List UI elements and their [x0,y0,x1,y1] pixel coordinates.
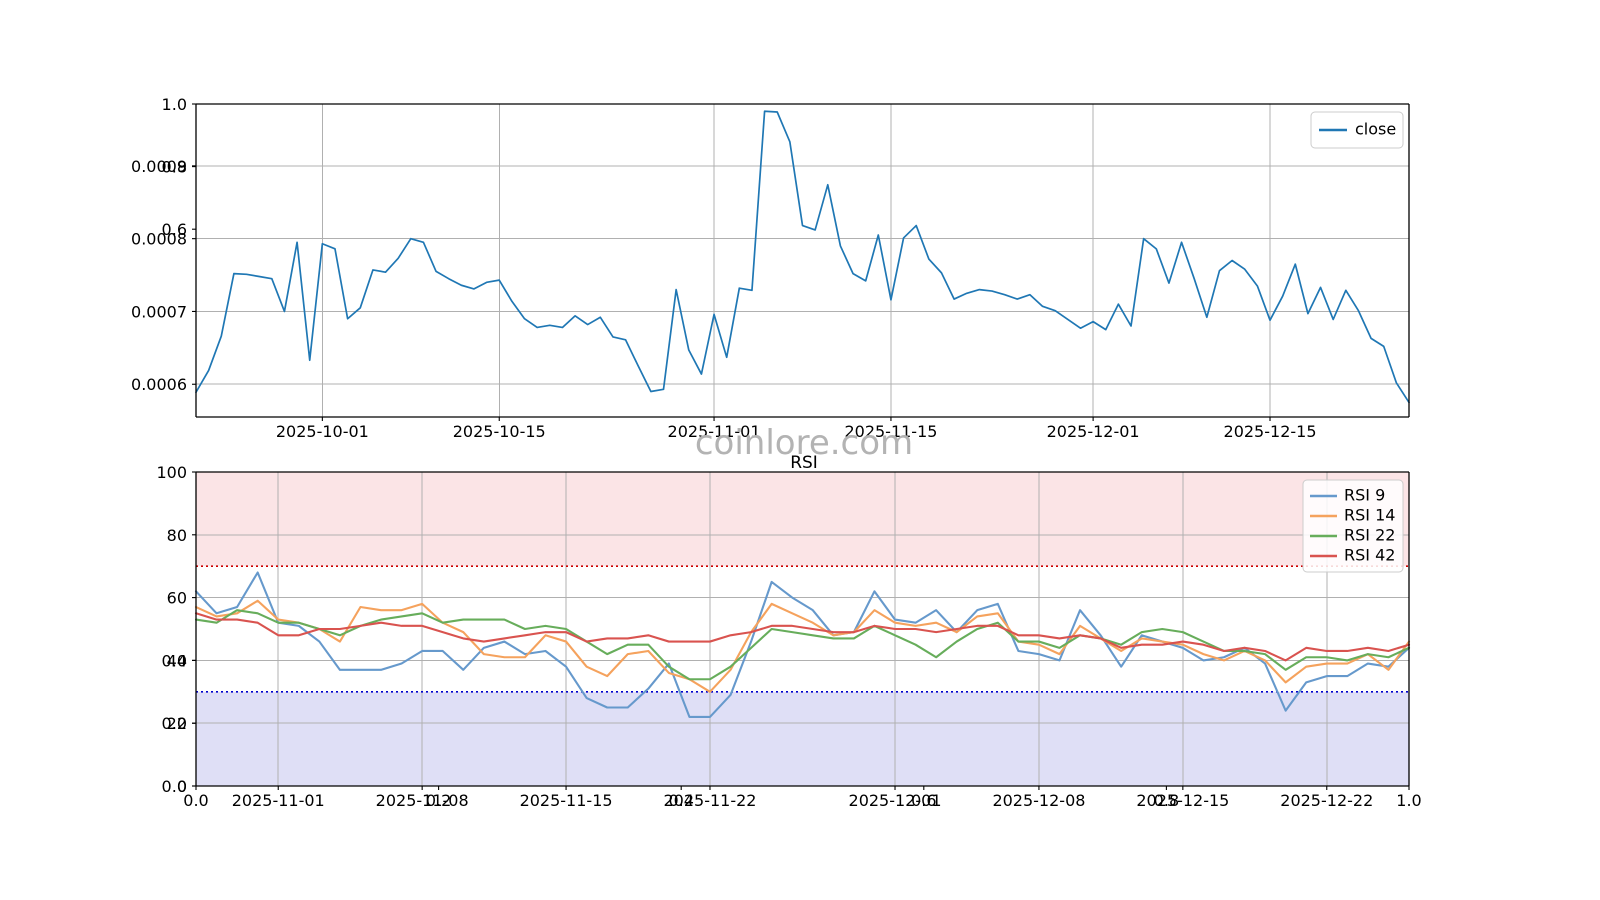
price-legend-label-0: close [1355,120,1396,139]
rsi-y-tick-2: 40 [167,651,187,670]
rsi-y-tick-3: 60 [167,589,187,608]
rsi-x-sec-tick-0: 0.0 [183,791,208,810]
price-x-tick-3: 2025-11-15 [844,422,937,441]
rsi-y-sec-tick-0: 0.0 [162,777,187,796]
rsi-threshold-lines [196,565,1409,693]
price-series-group [195,110,1410,404]
price-axes [195,103,1410,418]
rsi-x-sec-tick-1: 0.2 [426,791,451,810]
rsi-x-sec-tick-2: 0.4 [668,791,693,810]
price-y-tick-0: 0.0006 [131,375,187,394]
rsi-y-axis-primary-ticks: 0 20 40 60 80 100 [156,463,196,796]
price-x-tick-5: 2025-12-15 [1224,422,1317,441]
rsi-x-sec-tick-3: 0.6 [911,791,936,810]
rsi-line-rsi-14 [194,599,1411,693]
rsi-legend-label-3: RSI 42 [1344,546,1395,565]
rsi-axes [195,471,1410,787]
price-gridlines [196,104,1409,417]
rsi-y-axis-secondary-ticks: 0.0 0.2 0.4 [162,651,196,796]
price-y-axis-secondary-ticks: 0.6 0.8 1.0 [162,95,196,239]
watermark-text: coinlore.com [695,423,913,463]
price-x-tick-0: 2025-10-01 [276,422,369,441]
rsi-y-tick-1: 20 [167,714,187,733]
price-y-axis-primary-ticks: 0.0006 0.0007 0.0008 0.0009 [131,157,196,394]
price-y-tick-2: 0.0008 [131,230,187,249]
rsi-x-axis-ticks: 2025-11-01 2025-11-08 2025-11-15 2025-11-22… [232,786,1373,810]
price-legend[interactable]: close [1310,111,1404,149]
rsi-title: RSI [790,453,818,473]
price-chart-panel: 0.0006 0.0007 0.0008 0.0009 0.6 0.8 1.0 2025-… [131,95,1410,441]
rsi-line-rsi-42 [194,612,1411,662]
rsi-legend-label-0: RSI 9 [1344,486,1385,505]
rsi-threshold-bands [196,472,1409,786]
rsi-y-tick-0: 0 [177,777,187,796]
rsi-legend-label-2: RSI 22 [1344,526,1395,545]
rsi-line-rsi-9 [194,571,1411,718]
price-x-tick-4: 2025-12-01 [1047,422,1140,441]
rsi-y-sec-tick-2: 0.4 [162,651,187,670]
rsi-x-tick-3: 2025-11-22 [663,791,756,810]
rsi-legend-label-1: RSI 14 [1344,506,1395,525]
price-y-tick-3: 0.0009 [131,157,187,176]
rsi-x-tick-0: 2025-11-01 [232,791,325,810]
price-y-sec-tick-2: 1.0 [162,95,187,114]
rsi-y-tick-4: 80 [167,526,187,545]
rsi-x-tick-6: 2025-12-15 [1136,791,1229,810]
rsi-band-1 [196,691,1409,786]
price-line-close [195,110,1410,404]
rsi-y-sec-tick-1: 0.2 [162,714,187,733]
rsi-line-rsi-22 [194,609,1411,681]
rsi-x-tick-2: 2025-11-15 [520,791,613,810]
price-x-axis-ticks: 2025-10-01 2025-10-15 2025-11-01 2025-11-15… [276,417,1317,441]
price-y-sec-tick-0: 0.6 [162,220,187,239]
price-x-tick-2: 2025-11-01 [668,422,761,441]
rsi-x-tick-4: 2025-12-01 [849,791,942,810]
rsi-x-sec-tick-4: 0.8 [1154,791,1179,810]
rsi-x-axis-secondary-ticks: 0.0 0.2 0.4 0.6 0.8 1.0 [183,786,1422,810]
rsi-series-group [194,571,1411,718]
rsi-x-tick-5: 2025-12-08 [992,791,1085,810]
rsi-y-tick-5: 100 [156,463,187,482]
price-y-tick-1: 0.0007 [131,302,187,321]
price-y-sec-tick-1: 0.8 [162,158,187,177]
rsi-x-tick-1: 2025-11-08 [376,791,469,810]
price-plot-area [196,104,1409,417]
price-x-tick-1: 2025-10-15 [453,422,546,441]
rsi-band-0 [196,472,1409,567]
rsi-x-sec-tick-5: 1.0 [1396,791,1421,810]
rsi-x-tick-7: 2025-12-22 [1280,791,1373,810]
